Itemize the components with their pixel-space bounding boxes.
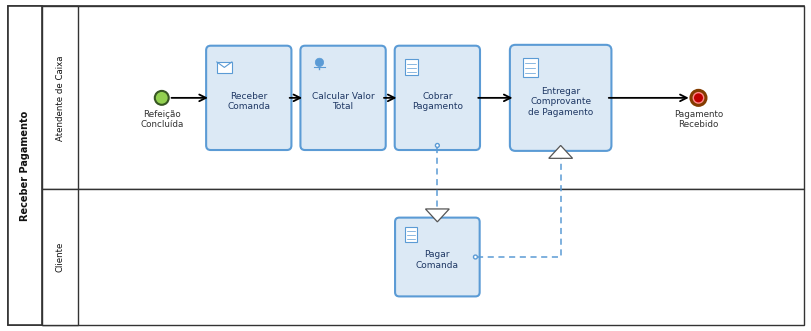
- FancyBboxPatch shape: [395, 217, 479, 296]
- Bar: [405, 227, 417, 242]
- Bar: [522, 58, 537, 77]
- Bar: [8, 6, 41, 325]
- Bar: [41, 189, 803, 325]
- Bar: [217, 62, 232, 73]
- Circle shape: [473, 255, 477, 259]
- Circle shape: [435, 144, 439, 147]
- Bar: [41, 6, 803, 189]
- Text: Cliente: Cliente: [55, 242, 64, 272]
- Text: Refeição
Concluída: Refeição Concluída: [139, 110, 183, 129]
- Text: Atendente de Caixa: Atendente de Caixa: [55, 55, 64, 141]
- Bar: [41, 189, 78, 325]
- Bar: [405, 60, 418, 75]
- Text: Receber Pagamento: Receber Pagamento: [20, 110, 30, 221]
- Text: Calcular Valor
Total: Calcular Valor Total: [311, 92, 374, 111]
- Circle shape: [155, 91, 169, 105]
- Circle shape: [693, 93, 703, 103]
- Text: Pagamento
Recebido: Pagamento Recebido: [673, 110, 723, 129]
- FancyBboxPatch shape: [206, 46, 291, 150]
- Circle shape: [315, 58, 324, 67]
- Polygon shape: [548, 145, 572, 158]
- Text: Pagar
Comanda: Pagar Comanda: [415, 250, 458, 269]
- FancyBboxPatch shape: [509, 45, 611, 151]
- Polygon shape: [425, 209, 448, 222]
- Circle shape: [691, 91, 705, 105]
- Text: Cobrar
Pagamento: Cobrar Pagamento: [411, 92, 462, 111]
- FancyBboxPatch shape: [394, 46, 479, 150]
- FancyBboxPatch shape: [300, 46, 385, 150]
- Text: Receber
Comanda: Receber Comanda: [227, 92, 270, 111]
- Text: Entregar
Comprovante
de Pagamento: Entregar Comprovante de Pagamento: [527, 87, 593, 117]
- Bar: [41, 6, 78, 189]
